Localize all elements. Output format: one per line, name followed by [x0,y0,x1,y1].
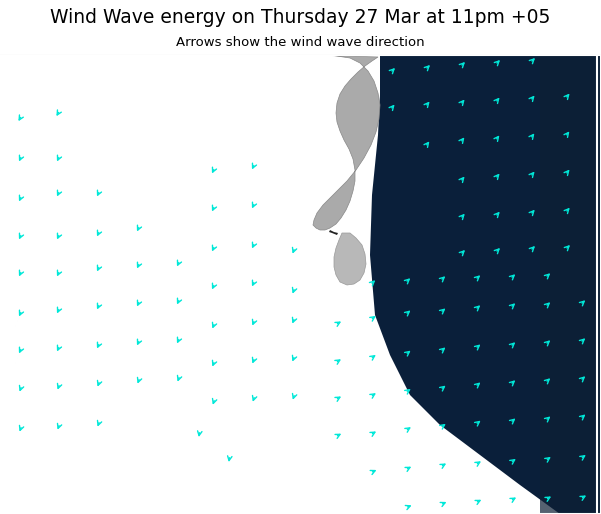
Polygon shape [334,233,366,285]
Polygon shape [310,55,380,230]
Polygon shape [370,55,601,514]
Text: Wind Wave energy on Thursday 27 Mar at 11pm +05: Wind Wave energy on Thursday 27 Mar at 1… [50,8,551,27]
Polygon shape [540,55,601,514]
Polygon shape [329,230,338,235]
Text: Arrows show the wind wave direction: Arrows show the wind wave direction [176,36,425,49]
